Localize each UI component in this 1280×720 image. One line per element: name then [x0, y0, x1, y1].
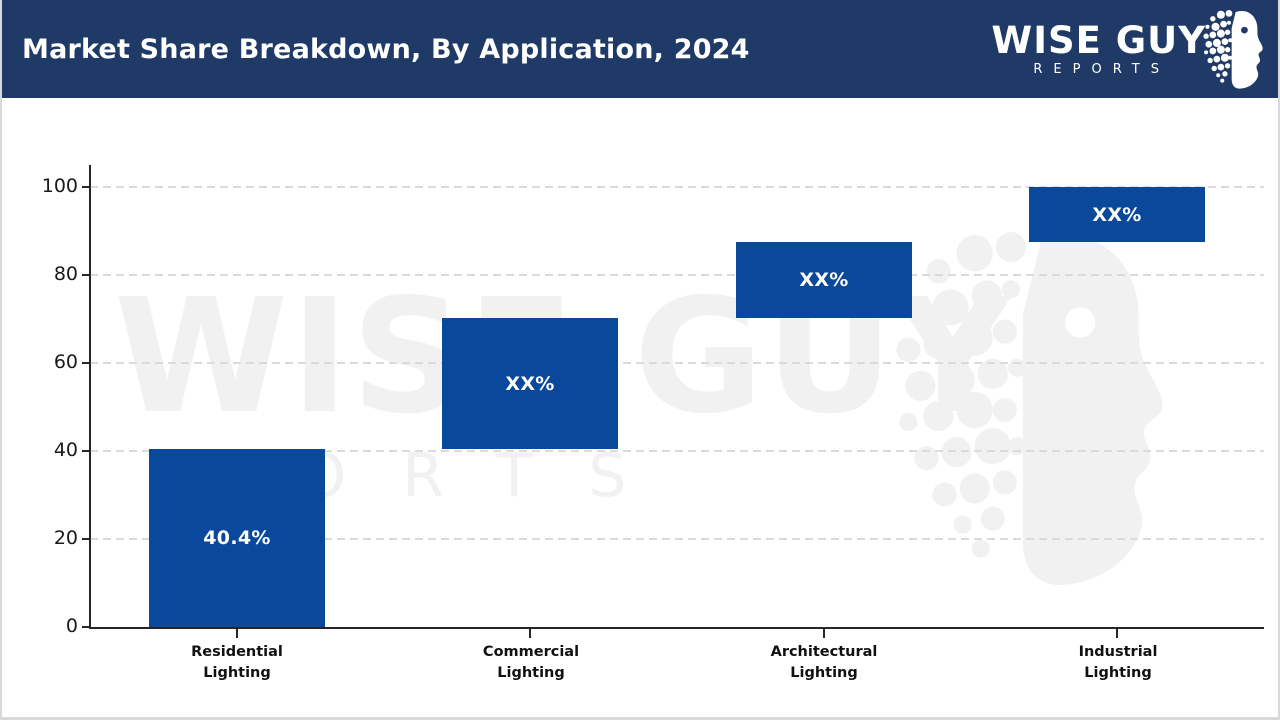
- gridline-80: [90, 274, 1264, 276]
- head-silhouette-icon: [1203, 10, 1263, 89]
- y-tick-40: [82, 450, 90, 452]
- bar-value-label: XX%: [1092, 203, 1142, 226]
- bar-value-label: 40.4%: [203, 527, 271, 549]
- y-tick-20: [82, 538, 90, 540]
- x-tick-1: [529, 629, 531, 638]
- category-label-3: Industrial Lighting: [971, 642, 1265, 684]
- category-label-line: Lighting: [497, 665, 565, 682]
- header-band: Market Share Breakdown, By Application, …: [2, 0, 1278, 98]
- logo-wordmark: WISE GUY: [991, 19, 1206, 62]
- gridline-60: [90, 362, 1264, 364]
- plot: 0 20 40 60 80 100 40.4% Residential Lighting XX% C…: [2, 98, 1278, 717]
- bar-value-label: XX%: [505, 372, 555, 395]
- gridline-40: [90, 450, 1264, 452]
- gridline-100: [90, 186, 1264, 188]
- x-tick-3: [1116, 629, 1118, 638]
- x-tick-0: [236, 629, 238, 638]
- bar-architectural-lighting: XX%: [736, 242, 912, 318]
- y-tick-label-0: 0: [65, 615, 78, 637]
- logo-subtitle: REPORTS: [1033, 62, 1170, 77]
- category-label-2: Architectural Lighting: [677, 642, 971, 684]
- category-label-line: Lighting: [1084, 665, 1152, 682]
- x-tick-2: [823, 629, 825, 638]
- bar-value-label: XX%: [799, 269, 849, 291]
- category-label-line: Architectural: [770, 644, 878, 660]
- bar-residential-lighting: 40.4%: [149, 449, 325, 627]
- category-label-line: Lighting: [203, 665, 271, 682]
- category-label-1: Commercial Lighting: [384, 642, 678, 684]
- page-title: Market Share Breakdown, By Application, …: [22, 33, 750, 65]
- wise-guy-reports-logo: WISE GUY REPORTS: [991, 8, 1264, 90]
- y-tick-0: [82, 626, 90, 628]
- y-axis-line: [89, 165, 91, 629]
- y-tick-label-100: 100: [41, 175, 78, 197]
- bar-industrial-lighting: XX%: [1029, 187, 1205, 242]
- gridline-20: [90, 538, 1264, 540]
- category-label-0: Residential Lighting: [90, 642, 384, 684]
- chart-area: WISE GUY PORTS 0 20 40 60 80: [2, 98, 1278, 717]
- y-tick-80: [82, 274, 90, 276]
- y-tick-label-20: 20: [53, 527, 78, 549]
- category-label-line: Industrial: [1078, 644, 1158, 660]
- logo-text: WISE GUY REPORTS: [991, 22, 1206, 76]
- bar-commercial-lighting: XX%: [442, 318, 618, 449]
- category-label-line: Lighting: [790, 665, 858, 682]
- category-label-line: Commercial: [482, 644, 580, 660]
- y-tick-label-60: 60: [53, 351, 78, 373]
- x-axis-line: [89, 627, 1264, 629]
- category-label-line: Residential: [191, 644, 283, 660]
- y-tick-label-80: 80: [53, 263, 78, 285]
- y-tick-60: [82, 362, 90, 364]
- y-tick-100: [82, 186, 90, 188]
- y-tick-label-40: 40: [53, 439, 78, 461]
